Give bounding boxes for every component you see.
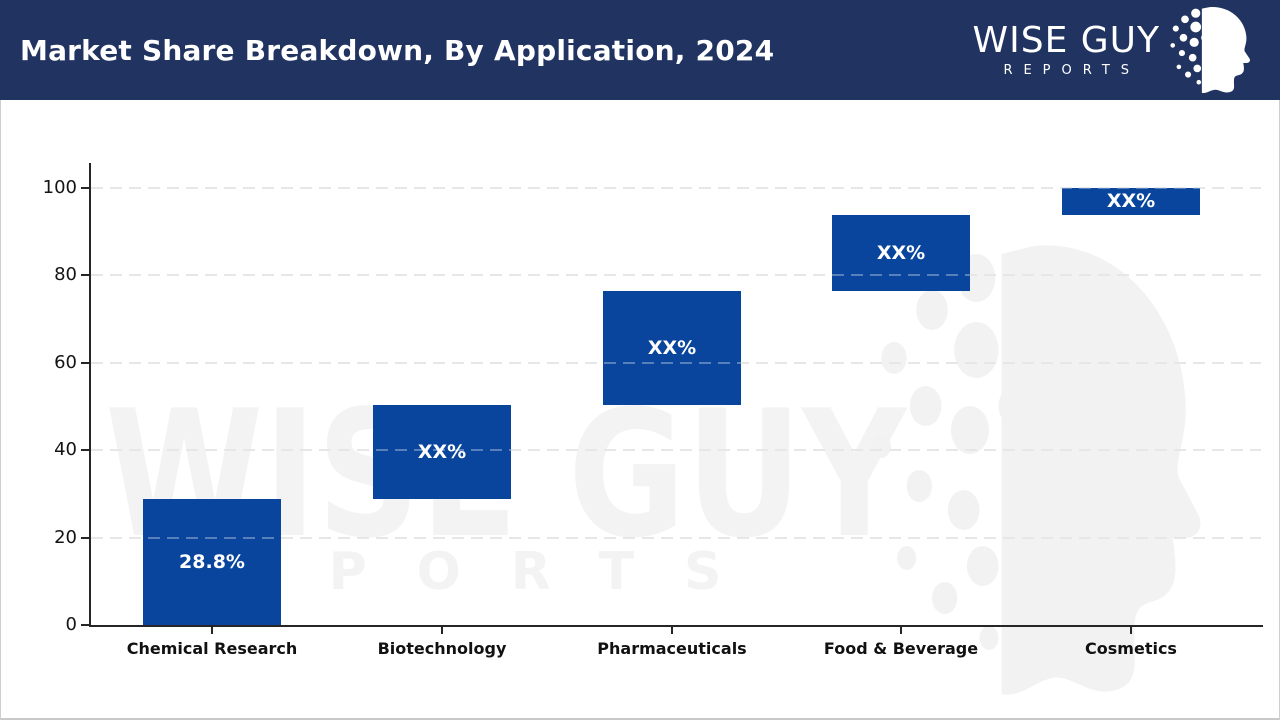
bar-value-label: XX% [647,336,697,359]
dot-face-logo-icon [1170,6,1251,94]
x-axis-category-label: Cosmetics [1085,639,1177,658]
y-axis-tick [81,361,89,364]
y-axis-line [89,163,91,627]
brand-logo: WISE GUY REPORTS [973,4,1255,96]
gridline-overlay [91,536,1261,539]
y-axis-tick [81,536,89,539]
gridline-overlay [91,274,1261,277]
gridline-overlay [91,449,1261,452]
bar-value-label: XX% [1106,190,1156,213]
y-axis-tick-label: 0 [65,614,77,635]
gridline [91,449,1261,452]
header-bar: Market Share Breakdown, By Application, … [0,0,1280,100]
brand-logo-text: WISE GUY REPORTS [972,20,1161,78]
gridline [91,187,1261,189]
chart-canvas: WISE GUY REPORTS 0 20 40 60 80 100 28.8% XX% XX%… [0,100,1280,720]
x-axis-tick [1130,627,1132,634]
gridline-overlay [91,187,1261,189]
x-axis-category-label: Chemical Research [126,639,298,658]
x-axis-category-label: Biotechnology [377,639,507,658]
brand-name: WISE GUY [972,20,1160,61]
y-axis-tick-label: 100 [42,177,77,198]
gridline-overlay [91,361,1261,364]
x-axis-category-label: Food & Beverage [823,639,979,658]
y-axis-tick [81,274,89,277]
y-axis-tick [81,449,89,452]
bar-value-label: XX% [876,241,926,264]
y-axis-tick-label: 80 [54,264,77,286]
y-axis-tick [81,187,89,189]
bar-segment: XX% [373,405,511,500]
y-axis-tick-label: 20 [54,526,77,548]
bar-segment: XX% [603,290,741,406]
x-axis-tick [900,627,902,634]
y-axis-tick [81,624,89,626]
gridline [91,536,1261,539]
watermark-dot-face [871,245,1201,695]
bar-value-label: XX% [417,441,467,464]
y-axis-tick-label: 40 [54,439,77,461]
bar-segment: 28.8% [143,499,281,625]
x-axis-tick [211,627,213,634]
y-axis-tick-label: 60 [54,351,77,373]
gridline [91,274,1261,277]
page-title: Market Share Breakdown, By Application, … [20,33,775,67]
brand-subtitle: REPORTS [1003,63,1141,78]
x-axis-category-label: Pharmaceuticals [597,639,747,658]
bar-segment: XX% [832,214,970,291]
x-axis-tick [441,627,443,634]
bar-value-label: 28.8% [179,551,245,574]
bar-segment: XX% [1062,188,1200,215]
x-axis-tick [671,627,673,634]
x-axis-line [89,625,1263,627]
